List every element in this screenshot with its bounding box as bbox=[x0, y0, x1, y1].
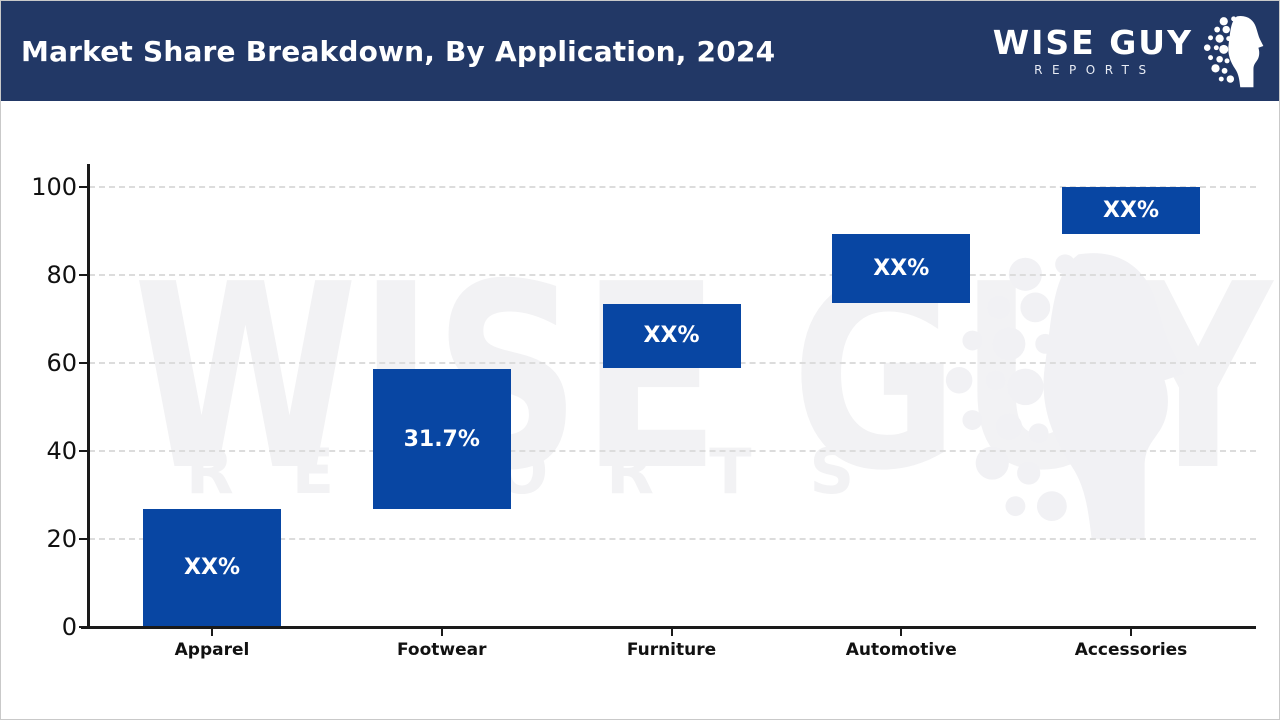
x-tick-label: Footwear bbox=[397, 640, 487, 660]
gridline-y100 bbox=[89, 185, 1256, 188]
bar-apparel: XX% bbox=[143, 508, 281, 627]
x-tick-label: Apparel bbox=[174, 640, 250, 660]
gridline-y20 bbox=[89, 537, 1256, 540]
bar-value-label: XX% bbox=[184, 555, 240, 581]
x-tick-label: Accessories bbox=[1074, 640, 1188, 660]
brand-logo: WISE GUY REPORTS bbox=[993, 7, 1265, 95]
x-tick-mark bbox=[440, 627, 443, 636]
x-tick-mark bbox=[670, 627, 673, 636]
y-tick-label: 100 bbox=[31, 172, 77, 201]
gridline-y40 bbox=[89, 449, 1256, 452]
bar-furniture: XX% bbox=[602, 303, 741, 368]
y-tick-mark bbox=[79, 185, 88, 188]
brand-face-icon bbox=[1203, 16, 1264, 88]
x-axis-line bbox=[81, 626, 1256, 629]
y-tick-mark bbox=[79, 537, 88, 540]
bar-footwear: 31.7% bbox=[372, 369, 511, 509]
bar-accessories: XX% bbox=[1062, 186, 1200, 234]
bar-value-label: XX% bbox=[873, 255, 930, 281]
x-tick-label: Automotive bbox=[845, 640, 957, 660]
header: Market Share Breakdown, By Application, … bbox=[1, 1, 1279, 101]
y-tick-label: 0 bbox=[61, 613, 77, 641]
y-tick-mark bbox=[79, 449, 88, 452]
page-title: Market Share Breakdown, By Application, … bbox=[21, 34, 776, 68]
y-tick-label: 20 bbox=[46, 524, 77, 553]
bar-automotive: XX% bbox=[832, 233, 971, 303]
y-tick-label: 40 bbox=[46, 436, 77, 465]
brand-name: WISE GUY bbox=[992, 22, 1193, 62]
y-tick-label: 60 bbox=[46, 348, 77, 377]
x-tick-mark bbox=[1130, 627, 1132, 636]
y-tick-label: 80 bbox=[46, 260, 77, 289]
y-axis-line bbox=[87, 164, 90, 629]
bar-value-label: XX% bbox=[1103, 197, 1159, 223]
gridline-y80 bbox=[89, 273, 1256, 276]
watermark-face-icon bbox=[945, 253, 1185, 540]
y-tick-mark bbox=[79, 361, 88, 364]
x-tick-mark bbox=[211, 627, 213, 636]
x-tick-mark bbox=[900, 627, 903, 636]
bar-value-label: 31.7% bbox=[403, 426, 480, 452]
bar-value-label: XX% bbox=[643, 323, 700, 349]
brand-subtitle: REPORTS bbox=[1034, 62, 1156, 77]
y-tick-mark bbox=[79, 273, 88, 276]
x-tick-label: Furniture bbox=[626, 640, 717, 660]
